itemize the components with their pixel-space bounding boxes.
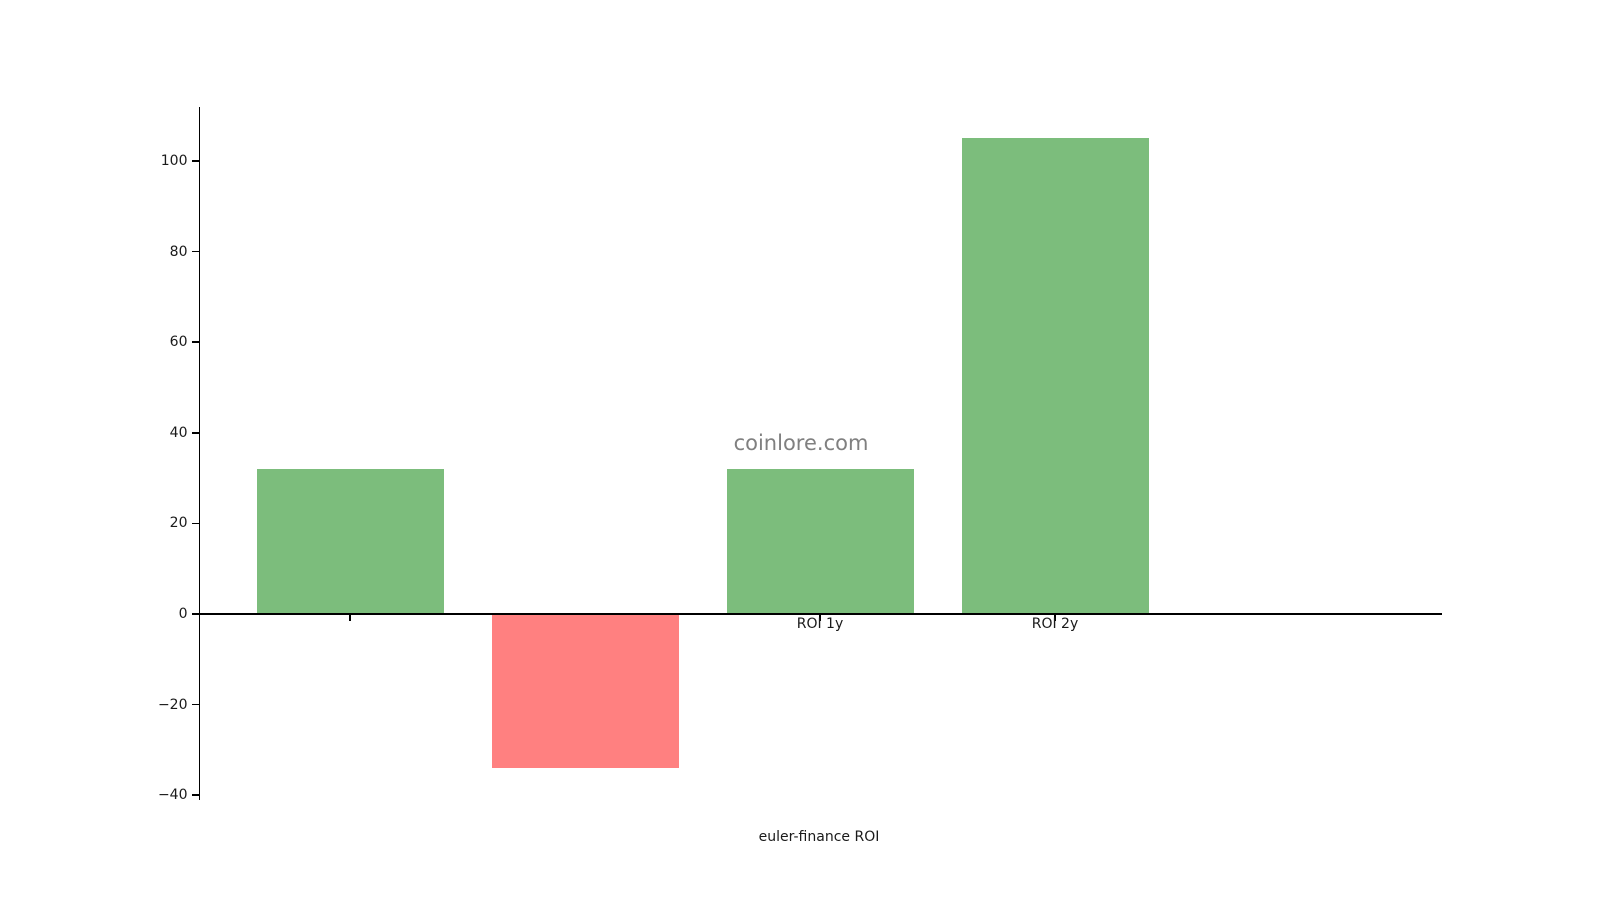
y-tick-label: 80 <box>169 243 188 260</box>
bar <box>961 138 1149 614</box>
y-tick-mark <box>191 794 199 796</box>
y-tick-label: −40 <box>157 787 188 804</box>
x-tick-mark <box>819 614 821 621</box>
y-tick-label: 40 <box>169 424 188 441</box>
x-tick-mark <box>1054 614 1056 621</box>
y-tick-label: 60 <box>169 334 188 351</box>
y-axis-line <box>198 106 200 800</box>
y-tick-label: 100 <box>160 153 188 169</box>
x-tick-label: ROI 1y <box>796 615 844 632</box>
bar <box>726 469 914 614</box>
y-tick-mark <box>191 341 199 343</box>
bar <box>256 469 444 614</box>
watermark: coinlore.com <box>733 431 869 455</box>
x-tick-mark <box>349 614 351 621</box>
y-tick-mark <box>191 160 199 162</box>
y-tick-mark <box>191 522 199 525</box>
y-tick-label: −20 <box>157 696 188 713</box>
y-tick-mark <box>191 432 199 434</box>
x-tick-label: ROI 2y <box>1031 615 1079 632</box>
y-tick-mark <box>191 250 199 253</box>
y-tick-mark <box>191 703 199 706</box>
y-tick-label: 0 <box>178 606 188 622</box>
bar <box>491 614 679 769</box>
y-tick-label: 20 <box>169 515 188 532</box>
y-tick-mark <box>191 613 199 615</box>
x-axis-line <box>198 613 1442 615</box>
x-axis-title: euler-finance ROI <box>758 829 880 845</box>
